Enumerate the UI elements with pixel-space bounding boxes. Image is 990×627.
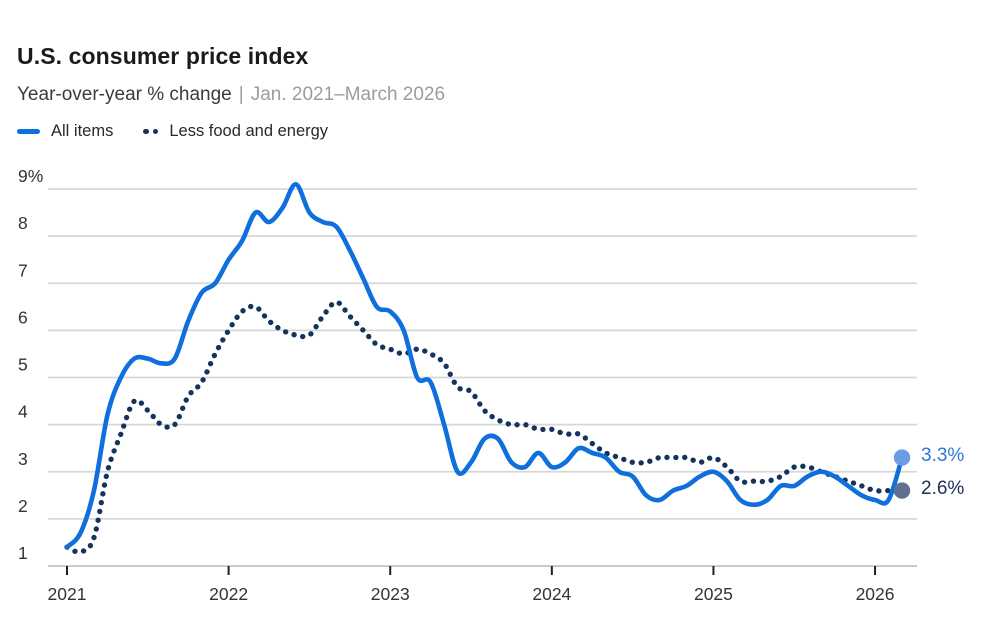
- y-axis-label: 4: [18, 402, 28, 422]
- subtitle-separator: |: [238, 84, 244, 105]
- series-path-less-food-energy: [64, 299, 905, 555]
- end-marker-all-items: [893, 449, 911, 466]
- x-axis-label: 2022: [209, 584, 248, 604]
- solid-line-swatch-icon: [17, 129, 40, 134]
- legend-label-all-items: All items: [51, 122, 114, 140]
- y-axis-label: 8: [18, 213, 28, 233]
- y-axis-label: 7: [18, 260, 28, 280]
- y-axis-label: 3: [18, 449, 28, 469]
- end-label-less-food-energy: 2.6%: [921, 478, 965, 499]
- legend-label-less-food-energy: Less food and energy: [169, 122, 329, 140]
- y-axis-label: 1: [18, 543, 28, 563]
- y-axis-label: 2: [18, 496, 28, 516]
- subtitle-period: Jan. 2021–March 2026: [250, 84, 446, 105]
- x-axis-label: 2024: [532, 584, 571, 604]
- dotted-line-swatch-icon: [143, 128, 159, 135]
- x-axis-label: 2021: [48, 584, 87, 604]
- y-axis-label: 9%: [18, 166, 43, 186]
- y-axis-label: 6: [18, 307, 28, 327]
- legend-item-all-items: All items: [17, 122, 113, 141]
- page-subtitle: Year-over-year % change | Jan. 2021–March …: [17, 84, 445, 106]
- y-axis-label: 5: [18, 355, 28, 375]
- page-title: U.S. consumer price index: [17, 43, 309, 70]
- subtitle-measure: Year-over-year % change: [17, 84, 232, 105]
- end-label-all-items: 3.3%: [921, 445, 965, 466]
- end-marker-less-food-energy: [893, 482, 911, 499]
- chart-legend: All items Less food and energy: [17, 122, 328, 141]
- x-axis-label: 2026: [856, 584, 895, 604]
- x-axis-label: 2025: [694, 584, 733, 604]
- series-path-all-items: [64, 181, 905, 550]
- legend-item-less-food-energy: Less food and energy: [143, 122, 328, 141]
- x-axis-label: 2023: [371, 584, 410, 604]
